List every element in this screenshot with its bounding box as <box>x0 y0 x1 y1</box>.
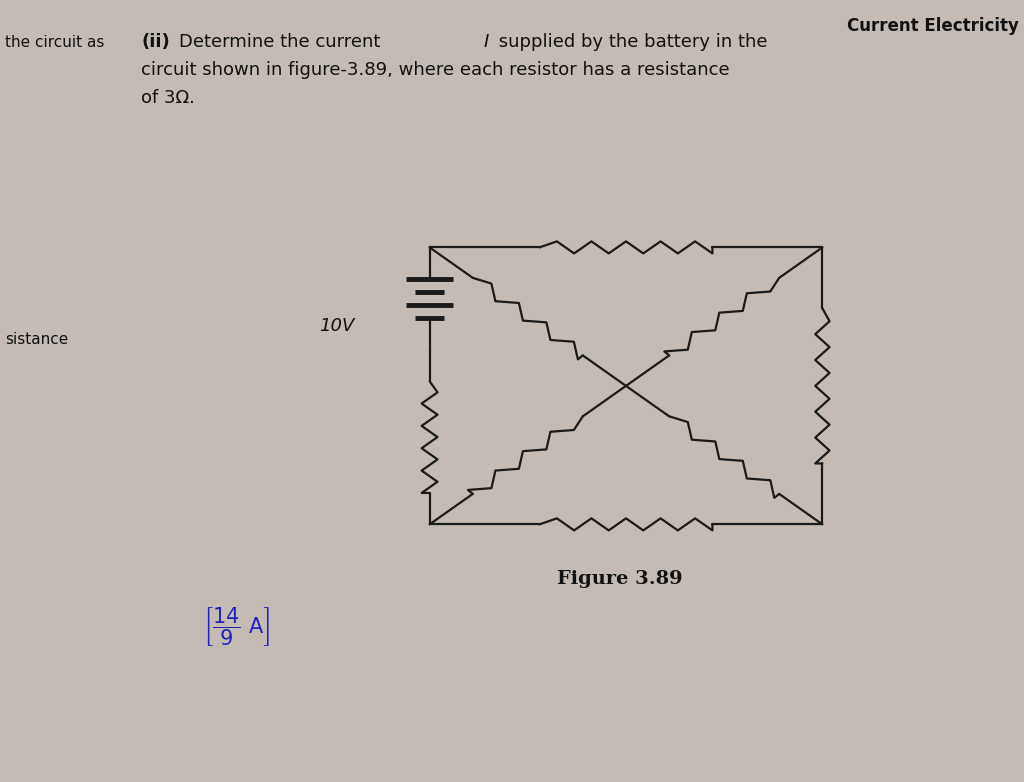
Text: 10V: 10V <box>318 317 354 335</box>
Text: Current Electricity: Current Electricity <box>847 17 1019 35</box>
Text: Figure 3.89: Figure 3.89 <box>557 569 683 587</box>
Text: the circuit as: the circuit as <box>5 35 104 50</box>
Text: I: I <box>483 33 488 51</box>
Text: Determine the current: Determine the current <box>179 33 386 51</box>
Text: of 3Ω.: of 3Ω. <box>141 89 196 107</box>
Text: (ii): (ii) <box>141 33 170 51</box>
Text: $\left[\dfrac{14}{9}\ \mathrm{A}\right]$: $\left[\dfrac{14}{9}\ \mathrm{A}\right]$ <box>204 605 270 648</box>
Text: supplied by the battery in the: supplied by the battery in the <box>493 33 767 51</box>
Text: circuit shown in figure-3.89, where each resistor has a resistance: circuit shown in figure-3.89, where each… <box>141 61 730 79</box>
Text: sistance: sistance <box>5 332 69 347</box>
